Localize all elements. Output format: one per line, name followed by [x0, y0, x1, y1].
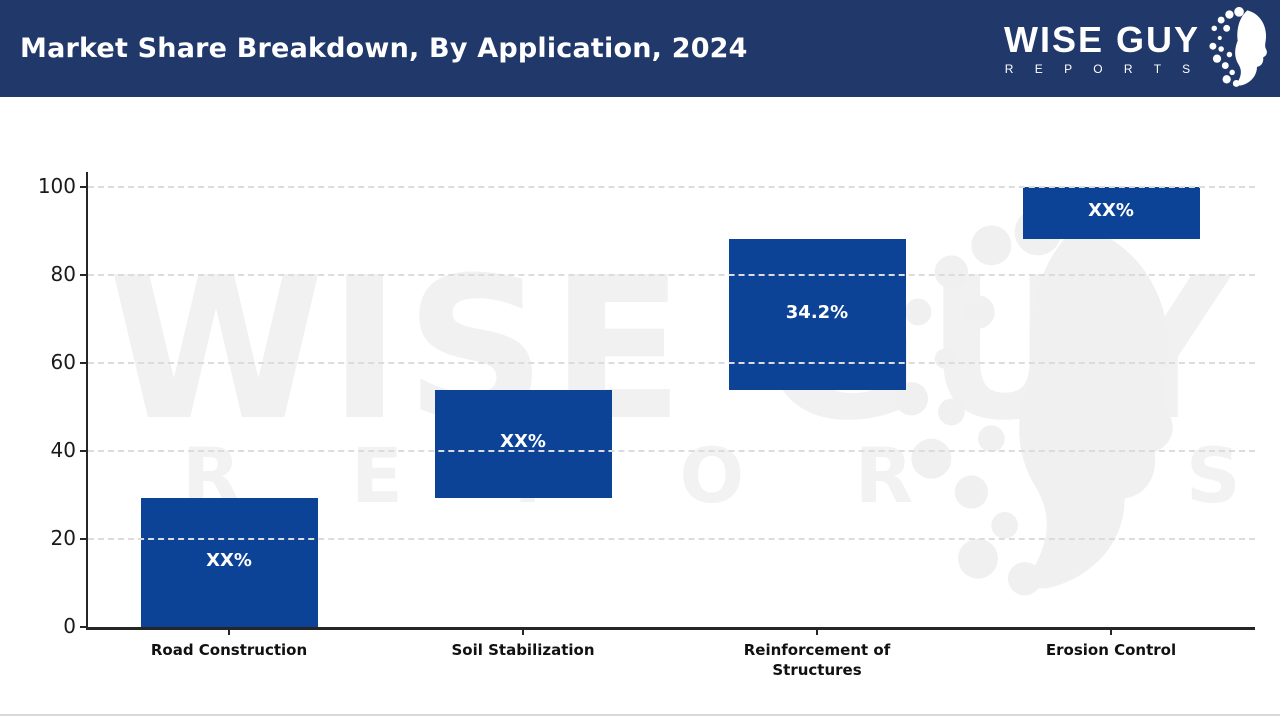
bottom-divider [0, 714, 1280, 716]
face-logo-icon [1209, 6, 1267, 87]
wiseguy-logo: WISE GUY R E P O R T S [1004, 0, 1268, 97]
x-tick-mark [228, 627, 230, 635]
y-tick-label: 60 [50, 350, 76, 374]
bar-label: XX% [206, 549, 252, 571]
y-tick-label: 40 [50, 438, 76, 462]
y-tick-label: 80 [50, 262, 76, 286]
grid-line [88, 450, 1255, 452]
y-tick-mark [80, 450, 88, 452]
logo-wordmark: WISE GUY [1003, 19, 1200, 60]
y-tick-mark [80, 362, 88, 364]
bar-label: XX% [1088, 200, 1134, 222]
y-axis-line [86, 172, 88, 629]
x-tick-label: Reinforcement of Structures [743, 641, 891, 680]
y-tick-mark [80, 538, 88, 540]
x-tick-mark [522, 627, 524, 635]
page-title: Market Share Breakdown, By Application, … [20, 33, 748, 64]
bar-segment [434, 389, 612, 499]
x-tick-mark [816, 627, 818, 635]
grid-line [88, 538, 1255, 540]
grid-line [88, 274, 1255, 276]
y-tick-label: 100 [37, 174, 76, 198]
bar-label: 34.2% [785, 301, 849, 323]
bar-label: XX% [500, 430, 546, 452]
x-tick-label: Soil Stabilization [451, 641, 595, 659]
bar-segment [1022, 187, 1200, 240]
y-tick-mark [80, 186, 88, 188]
header-bar: Market Share Breakdown, By Application, … [0, 0, 1280, 97]
x-tick-mark [1110, 627, 1112, 635]
y-tick-label: 20 [50, 526, 76, 550]
y-tick-mark [80, 626, 88, 628]
bar-segment [140, 498, 318, 627]
watermark-face-icon [894, 212, 1173, 596]
x-tick-label: Erosion Control [1045, 641, 1177, 659]
y-tick-label: 0 [63, 614, 76, 638]
y-tick-mark [80, 274, 88, 276]
grid-line [88, 186, 1255, 188]
x-axis-line [86, 627, 1255, 630]
grid-line [88, 362, 1255, 364]
logo-reports-label: R E P O R T S [1004, 62, 1200, 76]
x-tick-label: Road Construction [150, 641, 308, 659]
bar-segment [728, 239, 906, 390]
